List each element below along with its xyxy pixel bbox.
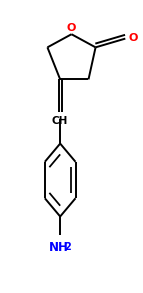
Text: CH: CH bbox=[52, 116, 68, 126]
Text: O: O bbox=[67, 23, 76, 33]
Text: NH: NH bbox=[49, 241, 69, 254]
Text: 2: 2 bbox=[65, 242, 71, 253]
Text: O: O bbox=[128, 33, 138, 43]
